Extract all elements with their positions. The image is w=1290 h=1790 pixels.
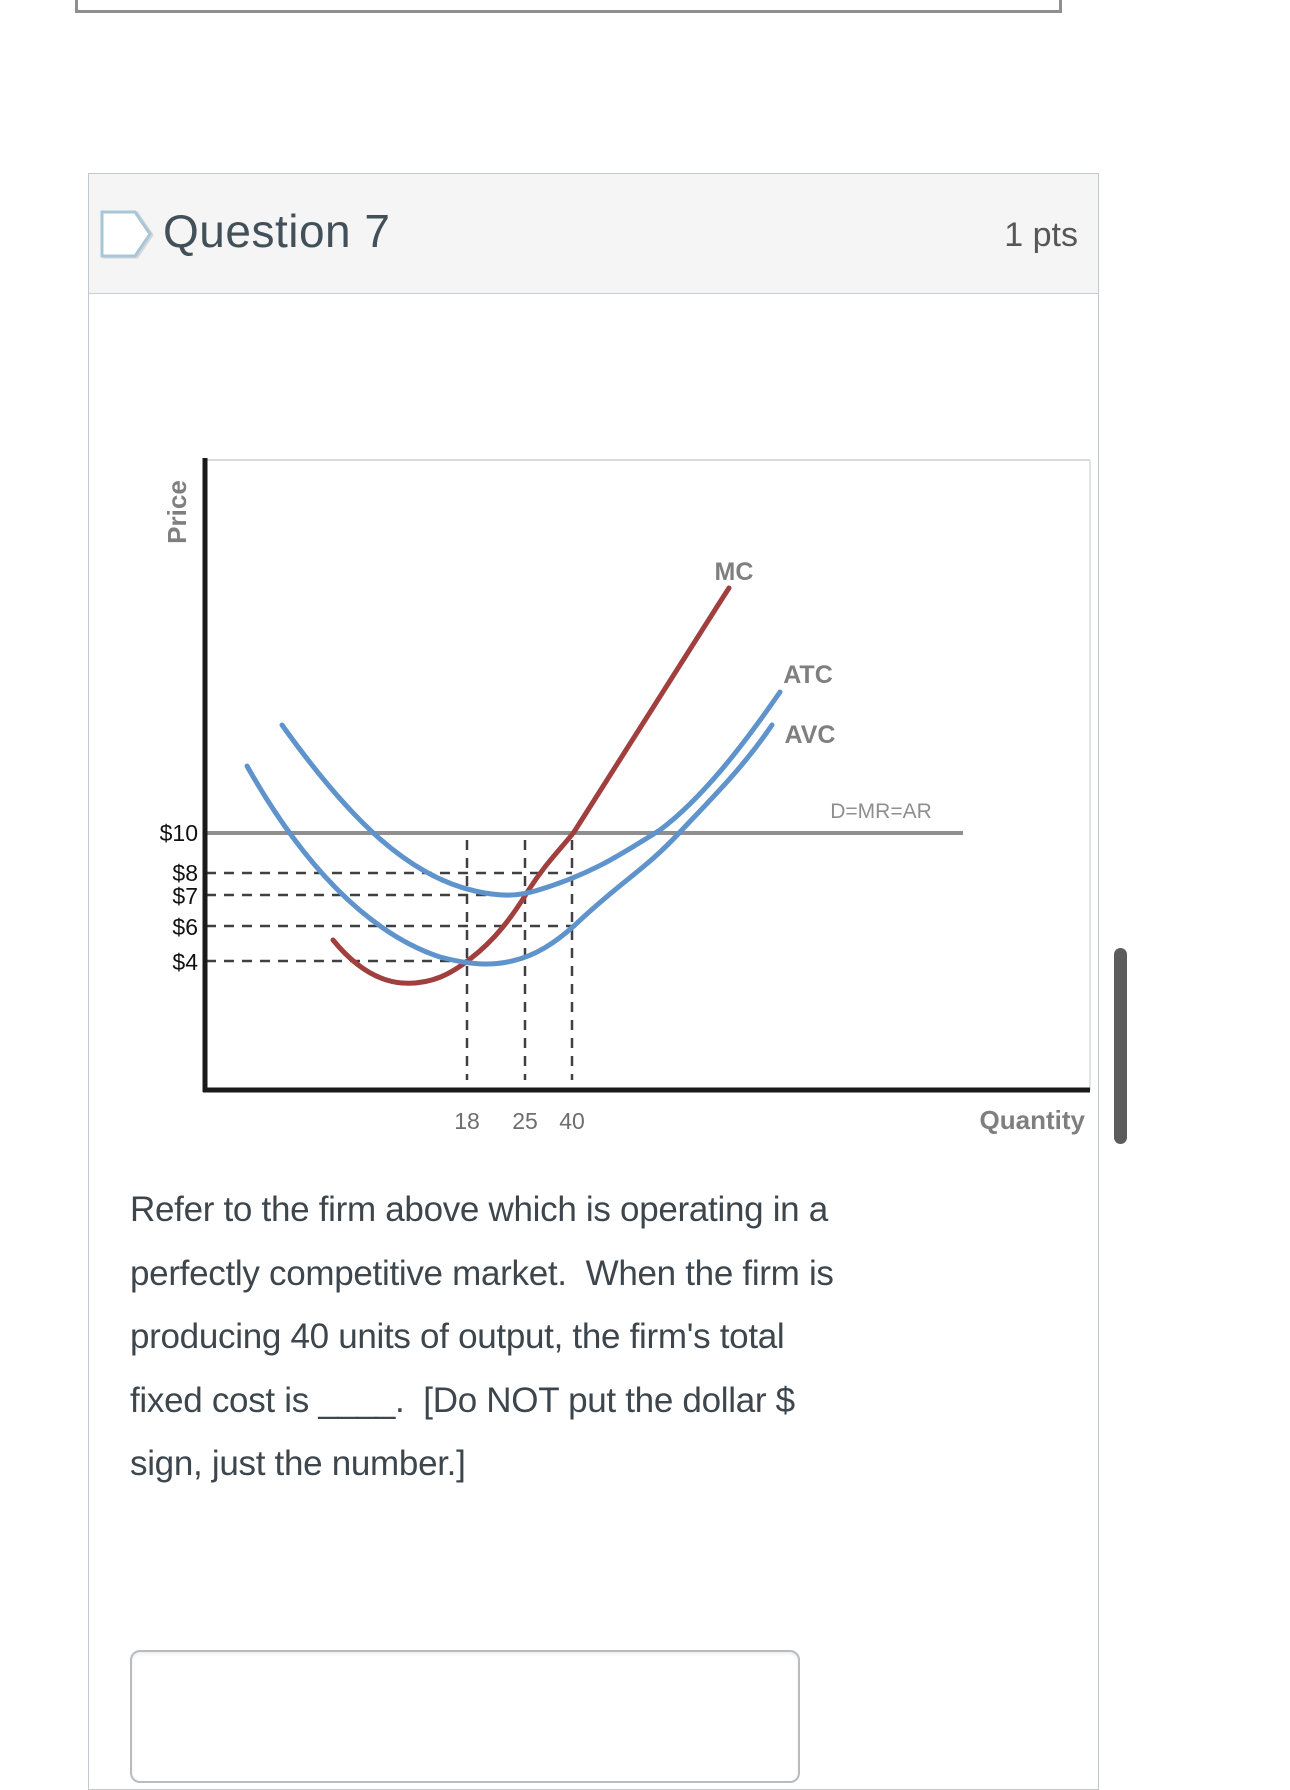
question-card: Question 7 1 pts (88, 173, 1099, 1790)
question-header: Question 7 1 pts (89, 174, 1098, 294)
question-title: Question 7 (163, 205, 391, 257)
answer-input[interactable] (130, 1650, 800, 1783)
question-body: MC ATC D=MR=AR AVC D=MR=AR $10 $8 $7 $6 … (89, 294, 1098, 1789)
y-axis-title: Price (162, 480, 192, 544)
avc-curve (244, 722, 775, 967)
top-cropped-border-right-end (1059, 0, 1062, 13)
atc-curve (279, 689, 783, 898)
qty-tick-40: 40 (559, 1108, 585, 1134)
price-tick-10: $10 (160, 820, 198, 846)
question-text-line: sign, just the number.] (130, 1444, 466, 1483)
question-text: Refer to the firm above which is operati… (130, 1178, 834, 1496)
demand-label: D=MR=AR (830, 800, 932, 823)
qty-tick-18: 18 (454, 1108, 480, 1134)
top-cropped-border-left-end (75, 0, 78, 13)
page-scrollbar-thumb[interactable] (1114, 948, 1127, 1144)
top-cropped-border (75, 10, 1062, 13)
price-tick-4: $4 (172, 949, 198, 975)
price-tick-7: $7 (172, 883, 198, 909)
price-tick-6: $6 (172, 914, 198, 940)
question-marker-icon (100, 210, 152, 258)
question-text-line: producing 40 units of output, the firm's… (130, 1317, 785, 1356)
avc-label: AVC (785, 721, 836, 749)
question-text-line: fixed cost is ____. [Do NOT put the doll… (130, 1380, 795, 1420)
qty-tick-25: 25 (512, 1108, 538, 1134)
atc-label: ATC (783, 661, 833, 689)
question-points: 1 pts (1004, 216, 1078, 254)
price-tick-8: $8 (172, 860, 198, 886)
x-axis-title: Quantity (980, 1105, 1086, 1135)
mc-curve (330, 585, 732, 986)
question-text-line: Refer to the firm above which is operati… (130, 1190, 828, 1229)
cost-curves-chart: MC ATC D=MR=AR AVC D=MR=AR $10 $8 $7 $6 … (140, 440, 1100, 1140)
question-text-line: perfectly competitive market. When the f… (130, 1253, 834, 1293)
mc-label: MC (715, 558, 754, 586)
